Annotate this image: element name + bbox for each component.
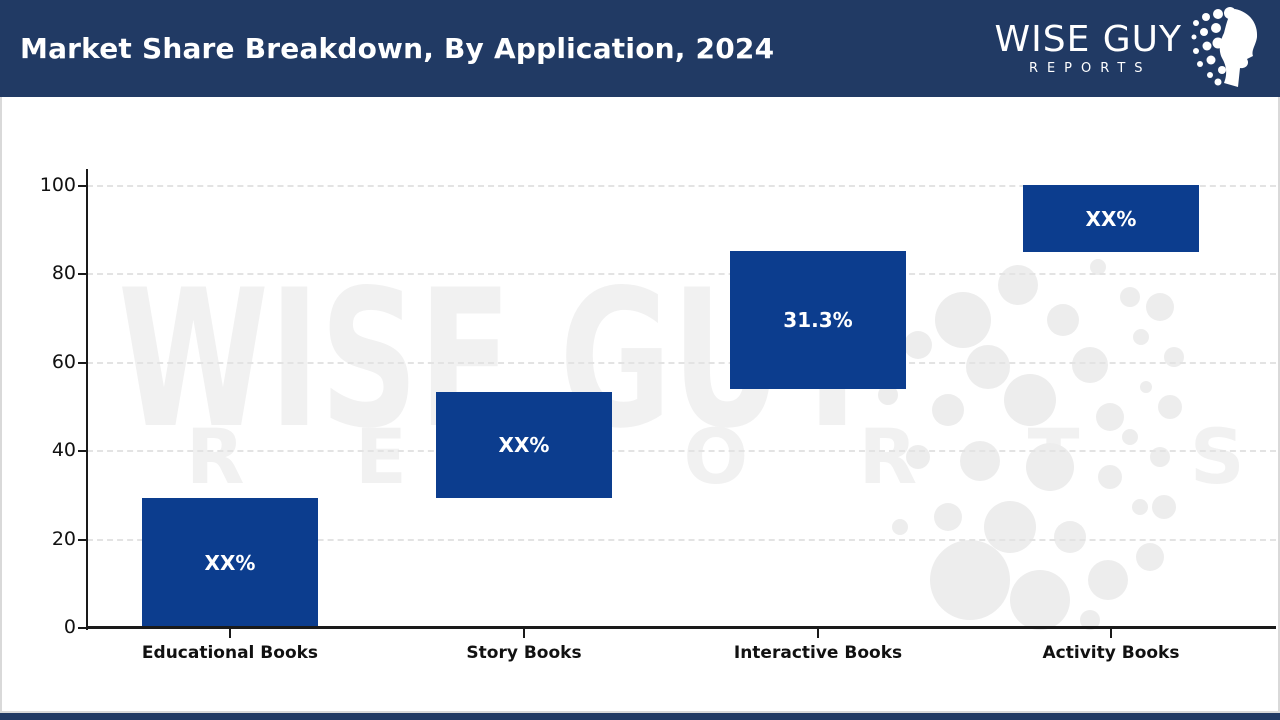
y-tick-label: 20 [51,527,76,550]
y-tick-mark [78,627,87,629]
y-tick-label: 40 [51,439,76,462]
logo-head-icon [1191,6,1258,87]
gridline [87,361,1276,364]
y-tick-label: 60 [51,350,76,373]
x-category-label: Educational Books [141,643,319,663]
x-tick-mark [1110,629,1112,638]
x-axis-line [86,626,1276,629]
x-tick-mark [229,629,231,638]
y-tick-mark [78,450,87,453]
bar-value-label: XX% [1085,206,1137,231]
header: Market Share Breakdown, By Application, … [0,0,1280,97]
bar-4: XX% [1023,185,1199,253]
bar-value-label: XX% [498,432,550,457]
page-title: Market Share Breakdown, By Application, … [20,32,775,65]
bar-3: 31.3% [730,250,906,390]
x-tick-mark [817,629,819,638]
watermark-head-icon [878,259,1184,630]
gridline [87,273,1276,276]
y-tick-mark [78,273,87,276]
chart-area: WISE GUY R E P O R T S 0 20 40 60 80 100 XX% Ed… [0,97,1280,713]
gridline [87,450,1276,453]
logo-wordmark-line1: WISE GUY [994,18,1182,60]
y-tick-label: 100 [39,174,76,196]
gridline [87,185,1276,187]
brand-logo: WISE GUY REPORTS [994,6,1263,91]
y-tick-label: 0 [63,616,76,638]
bar-1: XX% [142,497,318,628]
y-tick-mark [78,185,87,187]
x-category-label: Story Books [466,643,582,663]
logo-wordmark: WISE GUY REPORTS [994,18,1183,76]
y-tick-mark [78,361,87,364]
logo-wordmark-line2: REPORTS [1028,60,1152,76]
y-tick-label: 80 [51,262,76,285]
x-tick-mark [523,629,525,638]
x-category-label: Interactive Books [733,643,903,663]
bar-value-label: 31.3% [783,308,853,333]
bar-2: XX% [436,391,612,498]
y-tick-mark [78,538,87,541]
x-category-label: Activity Books [1042,643,1180,663]
gridline [87,538,1276,541]
y-axis-line [86,169,88,630]
bar-value-label: XX% [204,550,256,575]
footer-bar [0,713,1280,720]
